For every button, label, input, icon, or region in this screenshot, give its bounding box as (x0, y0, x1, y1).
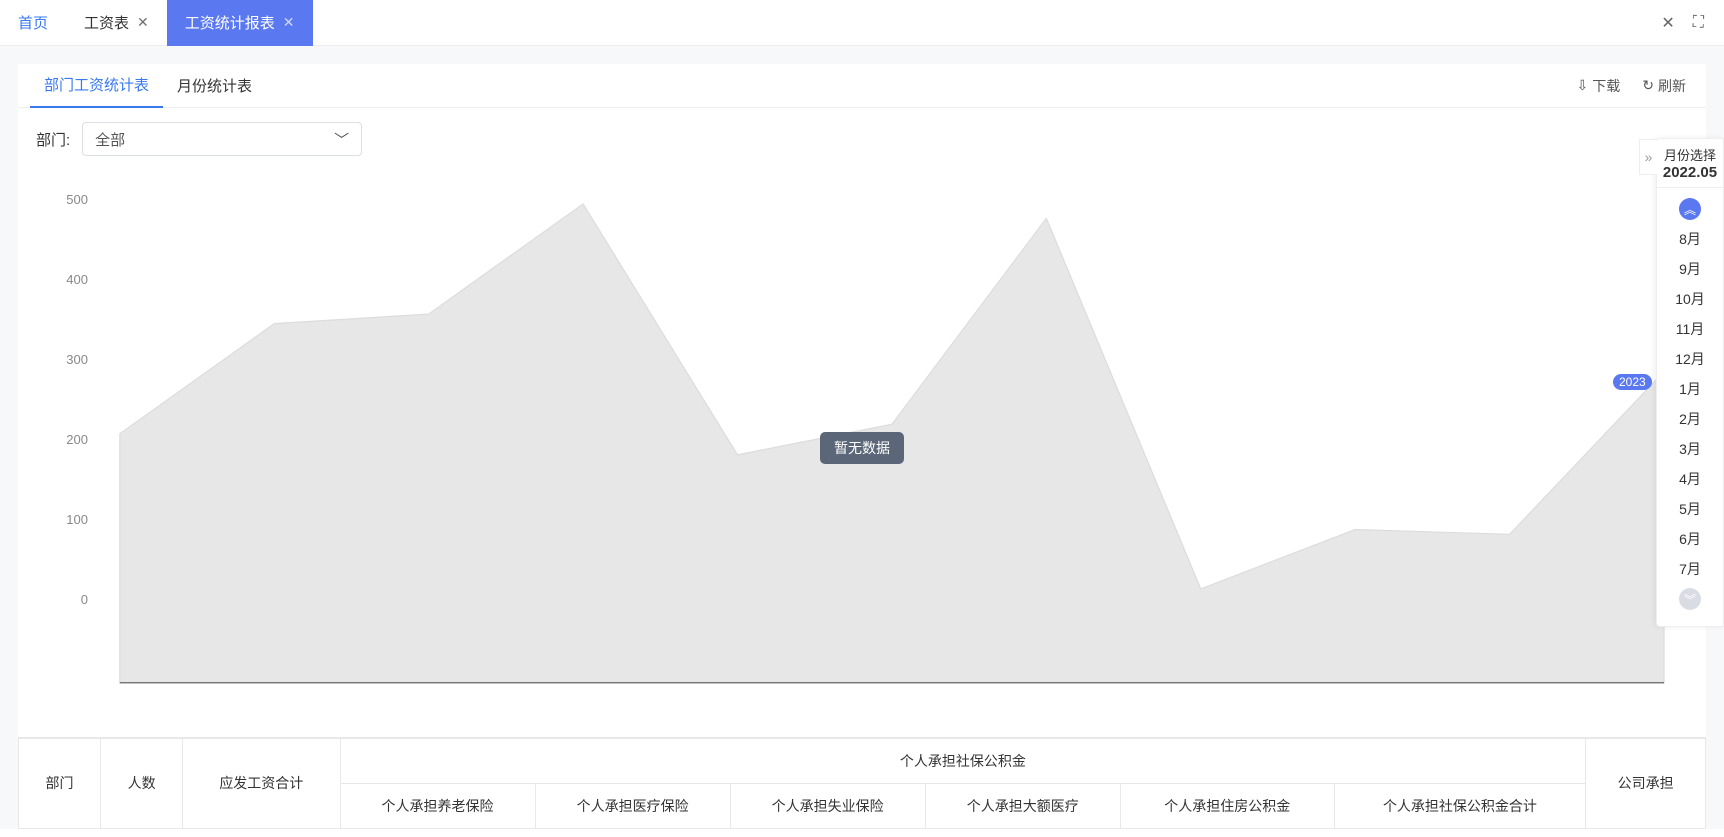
tab-report[interactable]: 工资统计报表 ✕ (167, 0, 313, 46)
table-header-cell: 公司承担 (1586, 738, 1706, 828)
year-badge: 2023 (1613, 374, 1652, 390)
month-option[interactable]: 5月 (1657, 494, 1723, 524)
filter-label: 部门: (36, 129, 70, 150)
table-header-cell: 个人承担医疗保险 (535, 783, 730, 828)
chart-area: 0100200300400500 暂无数据 (18, 170, 1706, 727)
sub-tab-month-label: 月份统计表 (177, 75, 252, 96)
download-label: 下载 (1592, 76, 1620, 96)
tab-report-label: 工资统计报表 (185, 12, 275, 33)
department-select[interactable]: 全部 ﹀ (82, 122, 362, 156)
month-option[interactable]: 11月 (1657, 314, 1723, 344)
y-tick-label: 400 (48, 272, 88, 287)
tab-salary-label: 工资表 (84, 12, 129, 33)
top-tab-bar: 首页 工资表 ✕ 工资统计报表 ✕ ✕ ⛶ (0, 0, 1724, 46)
tab-salary[interactable]: 工资表 ✕ (66, 0, 167, 46)
month-option[interactable]: 6月 (1657, 524, 1723, 554)
table-header-cell: 个人承担住房公积金 (1120, 783, 1334, 828)
table-header-cell: 个人承担社保公积金合计 (1334, 783, 1586, 828)
month-option[interactable]: 3月 (1657, 434, 1723, 464)
close-panel-icon[interactable]: ✕ (1661, 13, 1674, 33)
month-option[interactable]: 8月 (1657, 224, 1723, 254)
month-option[interactable]: 4月 (1657, 464, 1723, 494)
chevron-down-icon: ﹀ (334, 129, 349, 150)
top-right-actions: ✕ ⛶ (1661, 13, 1704, 33)
fullscreen-icon[interactable]: ⛶ (1693, 14, 1704, 32)
sub-actions: ⇩ 下载 ↻ 刷新 (1577, 76, 1686, 96)
scroll-up-icon[interactable]: ︽ (1679, 198, 1701, 220)
month-option[interactable]: 9月 (1657, 254, 1723, 284)
table-header-cell: 个人承担失业保险 (730, 783, 925, 828)
y-tick-label: 200 (48, 432, 88, 447)
download-button[interactable]: ⇩ 下载 (1577, 76, 1621, 96)
tab-home[interactable]: 首页 (0, 0, 66, 46)
sub-tab-dept[interactable]: 部门工资统计表 (30, 64, 163, 108)
month-option[interactable]: 2月 (1657, 404, 1723, 434)
y-tick-label: 500 (48, 192, 88, 207)
close-icon[interactable]: ✕ (283, 14, 295, 31)
collapse-panel-icon[interactable]: » (1639, 139, 1657, 175)
y-tick-label: 300 (48, 352, 88, 367)
summary-table: 部门人数应发工资合计个人承担社保公积金公司承担 个人承担养老保险个人承担医疗保险… (18, 738, 1706, 829)
tab-home-label: 首页 (18, 12, 48, 33)
month-option[interactable]: 12月 (1657, 344, 1723, 374)
content-area: 部门工资统计表 月份统计表 ⇩ 下载 ↻ 刷新 部门: 全部 ﹀ 0 100 200 (0, 46, 1724, 829)
refresh-label: 刷新 (1658, 76, 1686, 96)
table-header-cell: 部门 (19, 738, 101, 828)
sub-tab-bar: 部门工资统计表 月份统计表 ⇩ 下载 ↻ 刷新 (18, 64, 1706, 108)
scroll-down-icon[interactable]: ︾ (1679, 588, 1701, 610)
y-tick-label: 0 (48, 592, 88, 607)
table-header-cell: 人数 (101, 738, 183, 828)
month-scroll: ︽ 8月9月10月11月12月 2023 1月2月3月4月5月6月7月 ︾ (1657, 188, 1723, 620)
table-header-cell: 个人承担大额医疗 (925, 783, 1120, 828)
table-header-cell: 应发工资合计 (183, 738, 340, 828)
month-option[interactable]: 10月 (1657, 284, 1723, 314)
main-panel: 部门工资统计表 月份统计表 ⇩ 下载 ↻ 刷新 部门: 全部 ﹀ 0 100 200 (18, 64, 1706, 829)
download-icon: ⇩ (1577, 77, 1589, 94)
close-icon[interactable]: ✕ (137, 14, 149, 31)
table-header-group: 个人承担社保公积金 (340, 738, 1586, 783)
area-chart (48, 180, 1676, 707)
sub-tab-dept-label: 部门工资统计表 (44, 74, 149, 95)
month-option[interactable]: 7月 (1657, 554, 1723, 584)
summary-table-wrap: 部门人数应发工资合计个人承担社保公积金公司承担 个人承担养老保险个人承担医疗保险… (18, 737, 1706, 829)
month-panel-current: 2022.05 (1657, 164, 1723, 188)
table-header-cell: 个人承担养老保险 (340, 783, 535, 828)
sub-tab-month[interactable]: 月份统计表 (163, 64, 266, 108)
refresh-button[interactable]: ↻ 刷新 (1642, 76, 1686, 96)
filter-row: 部门: 全部 ﹀ (18, 108, 1706, 170)
month-selector-panel: » 月份选择 2022.05 ︽ 8月9月10月11月12月 2023 1月2月… (1656, 138, 1724, 627)
month-option[interactable]: 1月 (1657, 374, 1723, 404)
department-value: 全部 (95, 129, 125, 150)
y-tick-label: 100 (48, 512, 88, 527)
month-panel-title: 月份选择 (1657, 139, 1723, 164)
refresh-icon: ↻ (1642, 77, 1654, 94)
